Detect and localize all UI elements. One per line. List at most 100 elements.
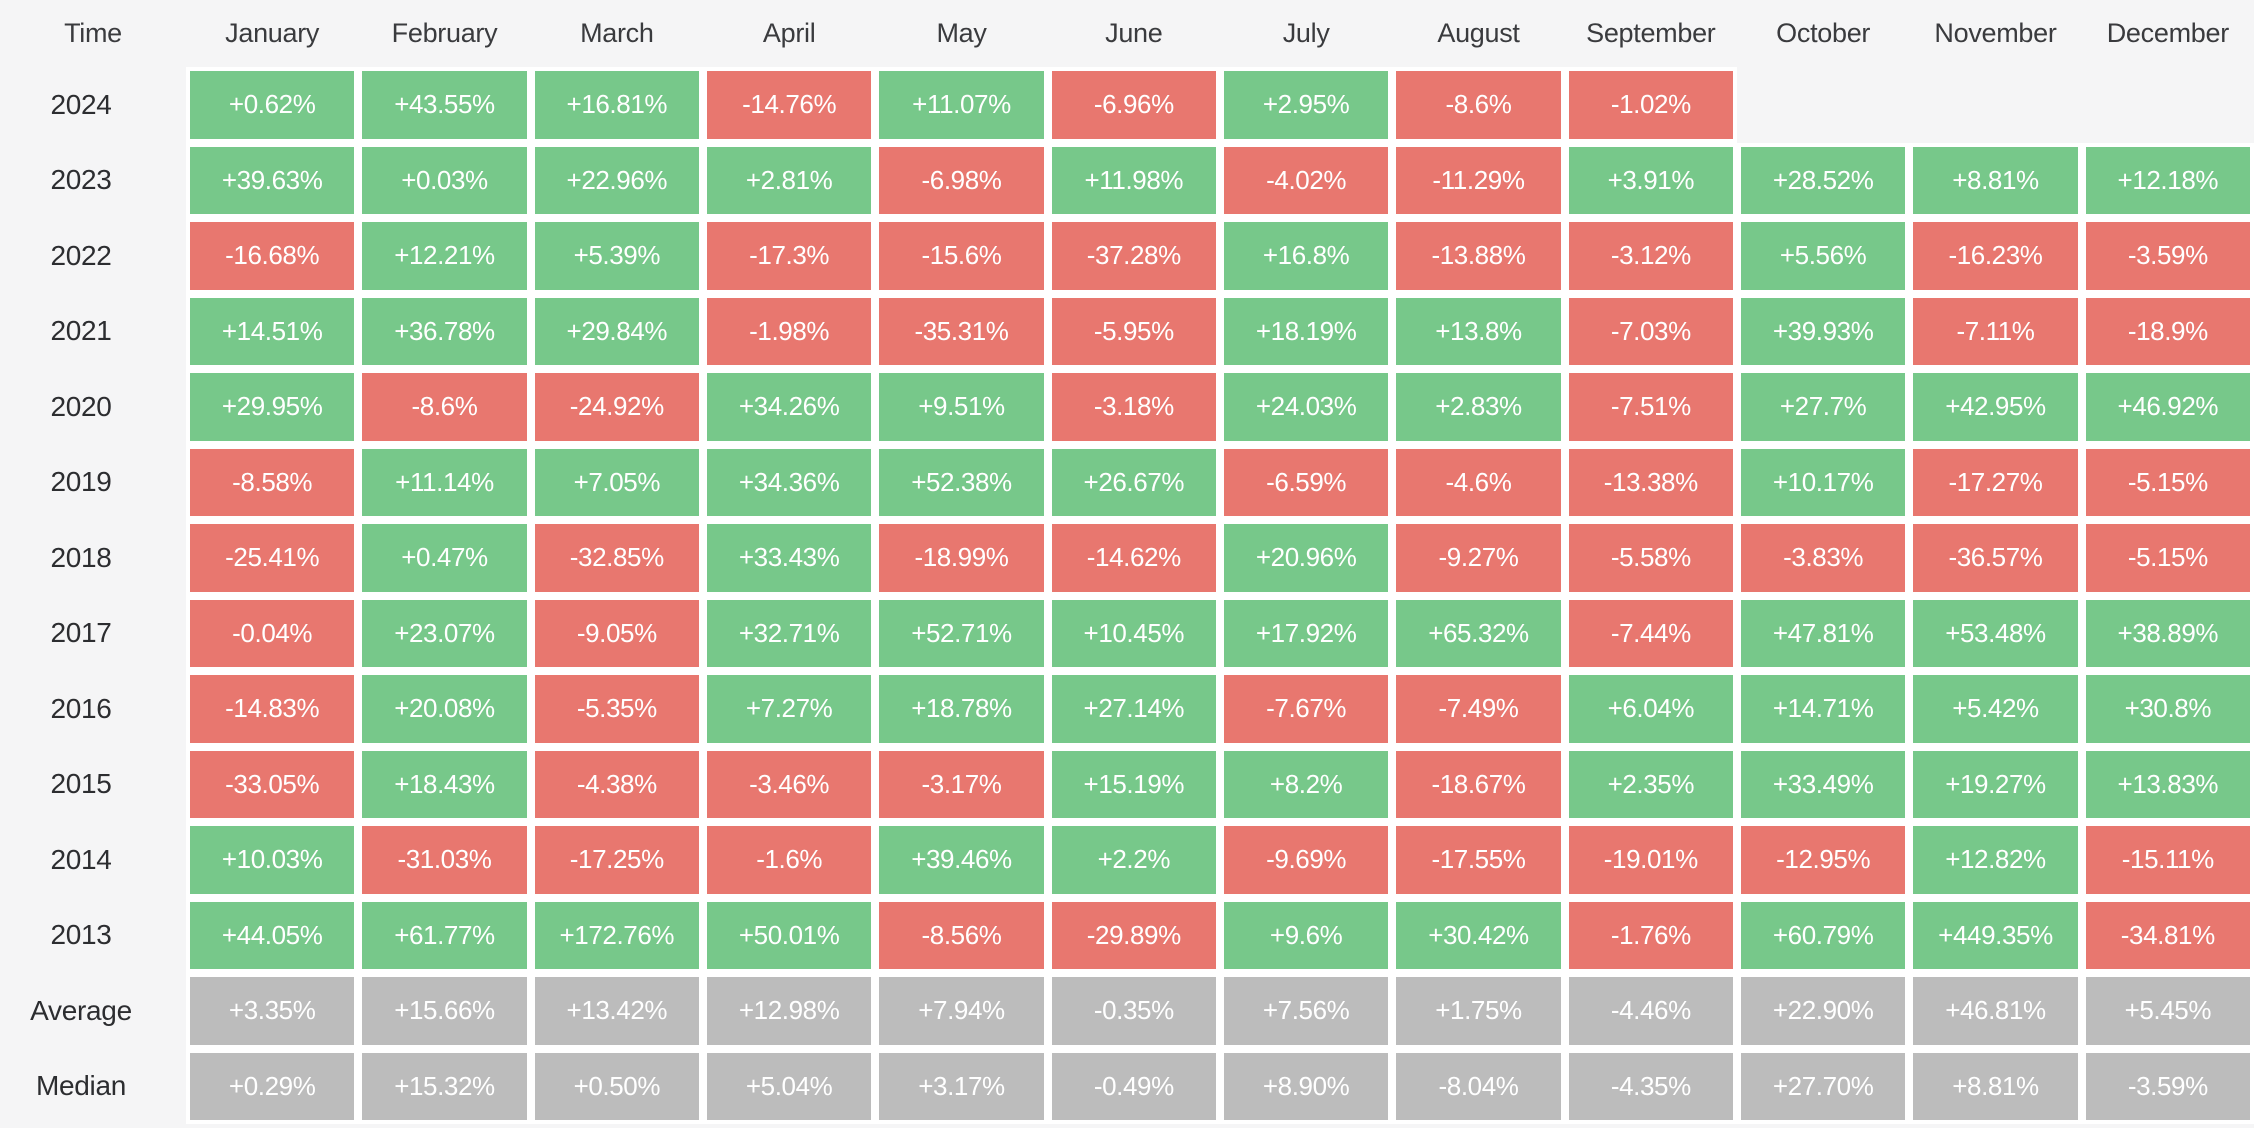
return-cell: -6.59% bbox=[1219, 444, 1393, 520]
return-cell: +52.38% bbox=[875, 444, 1048, 520]
return-cell: +8.81% bbox=[1909, 142, 2082, 218]
column-header-month: June bbox=[1105, 18, 1163, 48]
return-cell: -1.02% bbox=[1564, 67, 1737, 143]
return-cell: -7.11% bbox=[1909, 293, 2082, 369]
return-cell: -14.62% bbox=[1047, 520, 1220, 596]
return-cell: -3.17% bbox=[875, 746, 1048, 822]
return-cell: +18.19% bbox=[1219, 293, 1393, 369]
return-cell: +14.51% bbox=[186, 293, 359, 369]
return-cell: +20.96% bbox=[1219, 520, 1393, 596]
row-label-2015: 2015 bbox=[50, 768, 112, 800]
return-cell: +34.26% bbox=[702, 369, 876, 445]
return-cell: +11.14% bbox=[358, 444, 531, 520]
return-cell: -18.9% bbox=[2081, 293, 2254, 369]
return-cell: +3.35% bbox=[186, 973, 359, 1049]
return-cell: -1.76% bbox=[1564, 897, 1737, 973]
return-cell: -12.95% bbox=[1736, 822, 1910, 898]
row-label-2024: 2024 bbox=[50, 88, 112, 120]
return-cell: +5.56% bbox=[1736, 218, 1910, 294]
return-cell: +33.49% bbox=[1736, 746, 1910, 822]
return-cell: +11.07% bbox=[875, 67, 1048, 143]
return-cell: +26.67% bbox=[1047, 444, 1220, 520]
return-cell: -0.04% bbox=[186, 595, 359, 671]
return-cell: +34.36% bbox=[702, 444, 876, 520]
return-cell: +29.95% bbox=[186, 369, 359, 445]
row-label-2018: 2018 bbox=[50, 541, 112, 573]
return-cell: -3.59% bbox=[2081, 1048, 2254, 1124]
return-cell: +30.8% bbox=[2081, 671, 2254, 747]
column-header-month: October bbox=[1776, 18, 1871, 48]
return-cell: -9.05% bbox=[530, 595, 703, 671]
return-cell: +46.92% bbox=[2081, 369, 2254, 445]
return-cell: -1.98% bbox=[702, 293, 876, 369]
return-cell: +12.82% bbox=[1909, 822, 2082, 898]
return-cell: -32.85% bbox=[530, 520, 703, 596]
return-cell: +50.01% bbox=[702, 897, 876, 973]
return-cell: +43.55% bbox=[358, 67, 531, 143]
empty-cell bbox=[1909, 67, 2081, 143]
return-cell: -37.28% bbox=[1047, 218, 1220, 294]
return-cell: -7.49% bbox=[1392, 671, 1565, 747]
row-label-2021: 2021 bbox=[50, 315, 112, 347]
time-corner-label: Time bbox=[64, 18, 122, 48]
return-cell: -9.27% bbox=[1392, 520, 1565, 596]
return-cell: +27.70% bbox=[1736, 1048, 1910, 1124]
return-cell: -8.58% bbox=[186, 444, 359, 520]
return-cell: +29.84% bbox=[530, 293, 703, 369]
return-cell: +12.18% bbox=[2081, 142, 2254, 218]
return-cell: +39.93% bbox=[1736, 293, 1910, 369]
return-cell: +2.2% bbox=[1047, 822, 1220, 898]
return-cell: +0.29% bbox=[186, 1048, 359, 1124]
return-cell: +0.62% bbox=[186, 67, 359, 143]
return-cell: +10.17% bbox=[1736, 444, 1910, 520]
return-cell: -16.23% bbox=[1909, 218, 2082, 294]
return-cell: -3.12% bbox=[1564, 218, 1737, 294]
empty-cell bbox=[1737, 67, 1909, 143]
return-cell: +1.75% bbox=[1392, 973, 1565, 1049]
return-cell: -7.44% bbox=[1564, 595, 1737, 671]
return-cell: -34.81% bbox=[2081, 897, 2254, 973]
return-cell: +5.04% bbox=[702, 1048, 876, 1124]
return-cell: -36.57% bbox=[1909, 520, 2082, 596]
return-cell: +15.66% bbox=[358, 973, 531, 1049]
return-cell: -15.6% bbox=[875, 218, 1048, 294]
return-cell: -5.15% bbox=[2081, 520, 2254, 596]
return-cell: +53.48% bbox=[1909, 595, 2082, 671]
return-cell: +27.14% bbox=[1047, 671, 1220, 747]
return-cell: +52.71% bbox=[875, 595, 1048, 671]
return-cell: +172.76% bbox=[530, 897, 703, 973]
return-cell: -4.46% bbox=[1564, 973, 1737, 1049]
row-label-2023: 2023 bbox=[50, 164, 112, 196]
return-cell: +13.83% bbox=[2081, 746, 2254, 822]
return-cell: -5.35% bbox=[530, 671, 703, 747]
row-label-median: Median bbox=[35, 1070, 127, 1102]
return-cell: +12.98% bbox=[702, 973, 876, 1049]
return-cell: +24.03% bbox=[1219, 369, 1393, 445]
return-cell: -4.02% bbox=[1219, 142, 1393, 218]
return-cell: +13.42% bbox=[530, 973, 703, 1049]
return-cell: +27.7% bbox=[1736, 369, 1910, 445]
return-cell: +42.95% bbox=[1909, 369, 2082, 445]
column-header-month: April bbox=[762, 18, 816, 48]
return-cell: +8.90% bbox=[1219, 1048, 1393, 1124]
return-cell: -17.27% bbox=[1909, 444, 2082, 520]
return-cell: +449.35% bbox=[1909, 897, 2082, 973]
return-cell: -35.31% bbox=[875, 293, 1048, 369]
return-cell: -17.3% bbox=[702, 218, 876, 294]
return-cell: -7.03% bbox=[1564, 293, 1737, 369]
column-header-month: July bbox=[1282, 18, 1330, 48]
return-cell: -0.35% bbox=[1047, 973, 1220, 1049]
return-cell: -8.56% bbox=[875, 897, 1048, 973]
return-cell: -13.38% bbox=[1564, 444, 1737, 520]
row-label-2014: 2014 bbox=[50, 843, 112, 875]
return-cell: +39.63% bbox=[186, 142, 359, 218]
row-label-average: Average bbox=[30, 994, 132, 1026]
return-cell: +61.77% bbox=[358, 897, 531, 973]
return-cell: +9.51% bbox=[875, 369, 1048, 445]
row-label-2019: 2019 bbox=[50, 466, 112, 498]
return-cell: +5.39% bbox=[530, 218, 703, 294]
return-cell: +36.78% bbox=[358, 293, 531, 369]
column-header-month: September bbox=[1586, 18, 1716, 48]
return-cell: -7.67% bbox=[1219, 671, 1393, 747]
